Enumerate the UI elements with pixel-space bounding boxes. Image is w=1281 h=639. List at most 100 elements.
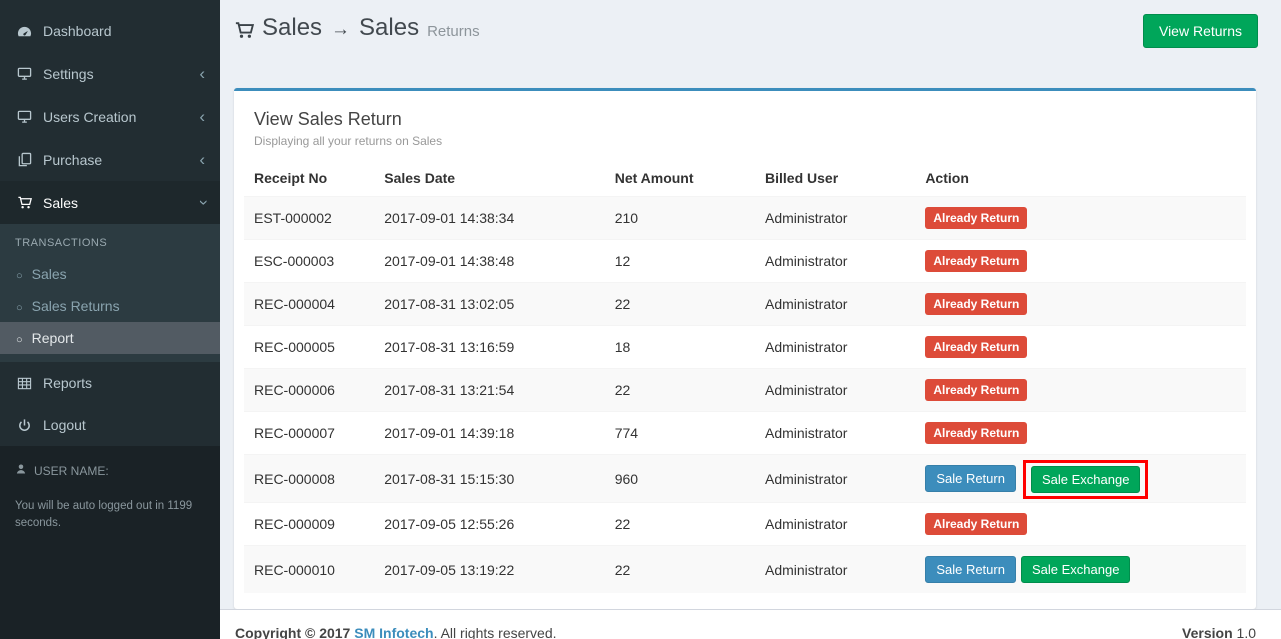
receipt-no-cell: EST-000002 [244,196,375,240]
sales-date-cell: 2017-08-31 13:02:05 [374,282,605,326]
chevron-left-icon [199,151,205,168]
user-name-label: USER NAME: [15,463,205,478]
sales-return-panel: View Sales Return Displaying all your re… [234,88,1256,609]
already-return-badge: Already Return [925,379,1028,401]
sidebar-item-logout[interactable]: Logout [0,404,220,446]
sales-date-cell: 2017-09-01 14:38:34 [374,196,605,240]
action-cell: Already Return [915,196,1246,240]
arrow-icon [331,19,350,41]
sidebar-subitem-label: Report [31,330,74,346]
column-header: Receipt No [244,160,375,197]
table-row: EST-000002 2017-09-01 14:38:34 210 Administ… [244,196,1246,240]
sales-submenu: TRANSACTIONS Sales Sales Returns Report [0,224,220,362]
net-amount-cell: 22 [604,545,755,593]
sale-return-button[interactable]: Sale Return [925,556,1016,583]
action-cell: Already Return [915,325,1246,369]
column-header: Net Amount [604,160,755,197]
sidebar-subitem-label: Sales [31,266,67,282]
net-amount-cell: 12 [604,239,755,283]
table-row: REC-000005 2017-08-31 13:16:59 18 Administr… [244,325,1246,369]
panel-title: View Sales Return [254,109,402,129]
already-return-badge: Already Return [925,422,1028,444]
breadcrumb-section: Sales [359,14,420,41]
sidebar-item-settings[interactable]: Settings [0,52,220,95]
main-area: Sales Sales Returns View Returns View Sa… [220,0,1281,639]
sidebar-item-label: Settings [43,65,94,82]
chevron-down-icon [194,200,211,206]
breadcrumb: Sales Sales Returns [234,14,480,42]
desktop-icon [15,66,33,81]
brand-link[interactable]: SM Infotech [354,625,434,639]
table-icon [15,376,33,391]
circle-icon [16,330,23,346]
sidebar-nav: Dashboard Settings Users Creation [0,0,220,224]
sidebar-item-reports[interactable]: Reports [0,362,220,404]
content-header: Sales Sales Returns View Returns [220,0,1281,48]
table-row: REC-000004 2017-08-31 13:02:05 22 Administr… [244,282,1246,326]
billed-user-cell: Administrator [755,325,916,369]
net-amount-cell: 22 [604,282,755,326]
action-cell: Already Return [915,368,1246,412]
sidebar-item-dashboard[interactable]: Dashboard [0,10,220,52]
user-name-text: USER NAME: [34,463,109,478]
sales-date-cell: 2017-09-05 13:19:22 [374,545,605,593]
action-cell: Sale Return Sale Exchange [915,545,1246,593]
sidebar-subitem-report[interactable]: Report [0,322,220,354]
content: Sales Sales Returns View Returns View Sa… [220,0,1281,609]
column-header: Sales Date [374,160,605,197]
power-icon [15,418,33,433]
table-row: REC-000007 2017-09-01 14:39:18 774 Administ… [244,411,1246,455]
sale-exchange-button[interactable]: Sale Exchange [1030,465,1141,493]
table-body: EST-000002 2017-09-01 14:38:34 210 Administ… [244,196,1246,593]
receipt-no-cell: REC-000005 [244,325,375,369]
receipt-no-cell: REC-000007 [244,411,375,455]
column-header: Action [915,160,1246,197]
sidebar-item-users-creation[interactable]: Users Creation [0,95,220,138]
copy-icon [15,152,33,167]
sidebar-item-sales[interactable]: Sales [0,181,220,224]
net-amount-cell: 960 [604,454,755,503]
sidebar-item-label: Sales [43,194,79,211]
sidebar-item-label: Purchase [43,151,103,168]
already-return-badge: Already Return [925,336,1028,358]
breadcrumb-page: Returns [427,23,480,40]
sidebar-subitem-label: Sales Returns [31,298,120,314]
version-text: Version 1.0 [1182,625,1256,639]
sales-date-cell: 2017-09-01 14:38:48 [374,239,605,283]
action-cell: Already Return [915,411,1246,455]
column-header: Billed User [755,160,916,197]
table-row: REC-000009 2017-09-05 12:55:26 22 Administr… [244,502,1246,546]
panel-subtitle: Displaying all your returns on Sales [254,134,443,148]
sidebar-item-purchase[interactable]: Purchase [0,138,220,181]
sale-exchange-button[interactable]: Sale Exchange [1020,556,1131,583]
receipt-no-cell: REC-000010 [244,545,375,593]
billed-user-cell: Administrator [755,502,916,546]
net-amount-cell: 22 [604,502,755,546]
chevron-left-icon [199,65,205,82]
table-row: REC-000008 2017-08-31 15:15:30 960 Administ… [244,454,1246,503]
sidebar-user-panel: USER NAME: You will be auto logged out i… [0,446,220,639]
transactions-section-label: TRANSACTIONS [15,237,108,249]
auto-logout-notice: You will be auto logged out in 1199 seco… [15,500,193,530]
dashboard-icon [15,24,33,39]
sidebar-item-label: Dashboard [43,23,112,39]
net-amount-cell: 18 [604,325,755,369]
billed-user-cell: Administrator [755,282,916,326]
sidebar-subitem-sales-returns[interactable]: Sales Returns [0,290,220,322]
receipt-no-cell: REC-000008 [244,454,375,503]
already-return-badge: Already Return [925,513,1028,535]
view-returns-button[interactable]: View Returns [1142,14,1258,48]
billed-user-cell: Administrator [755,411,916,455]
sidebar-subitem-sales[interactable]: Sales [0,258,220,290]
copyright-bold: Copyright © 2017 [235,625,351,639]
already-return-badge: Already Return [925,250,1028,272]
sale-return-button[interactable]: Sale Return [925,465,1016,492]
desktop-icon [15,109,33,124]
sales-date-cell: 2017-08-31 15:15:30 [374,454,605,503]
receipt-no-cell: REC-000006 [244,368,375,412]
billed-user-cell: Administrator [755,196,916,240]
version-value: 1.0 [1236,625,1256,639]
table-row: REC-000006 2017-08-31 13:21:54 22 Administr… [244,368,1246,412]
billed-user-cell: Administrator [755,239,916,283]
